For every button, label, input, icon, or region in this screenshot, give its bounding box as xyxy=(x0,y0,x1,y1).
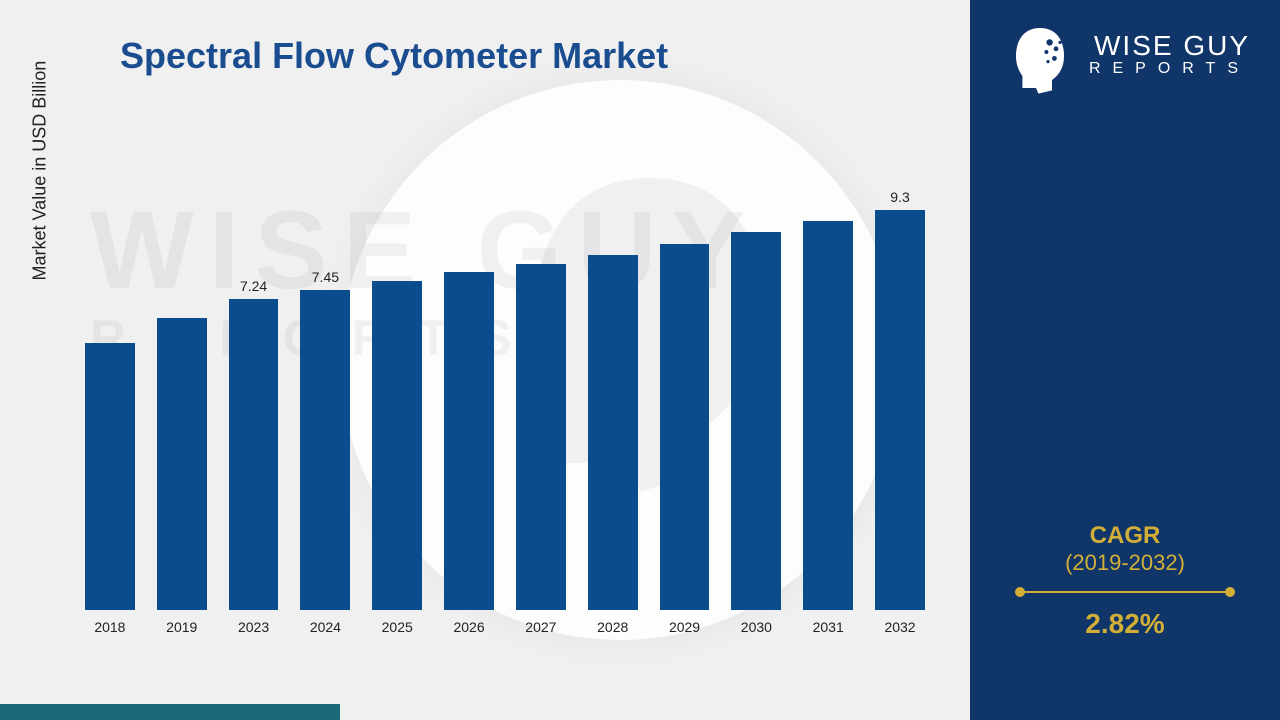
x-tick-label: 2028 xyxy=(588,619,638,635)
x-tick-label: 2023 xyxy=(229,619,279,635)
bottom-accent-strip xyxy=(0,704,340,720)
bar xyxy=(85,343,135,610)
bar-wrap: 9.3 xyxy=(875,189,925,610)
x-tick-label: 2026 xyxy=(444,619,494,635)
x-axis-labels: 2018 2019 2023 2024 2025 2026 2027 2028 2029 2030… xyxy=(85,619,925,635)
x-tick-label: 2025 xyxy=(372,619,422,635)
chart-title: Spectral Flow Cytometer Market xyxy=(120,35,668,77)
bar xyxy=(157,318,207,610)
bar-wrap xyxy=(731,211,781,610)
bar-value-label: 7.45 xyxy=(312,269,339,287)
bar-value-label: 7.24 xyxy=(240,278,267,296)
bar-wrap xyxy=(803,200,853,610)
chart-panel: WISE GUY REPORTS Spectral Flow Cytometer… xyxy=(0,0,970,720)
bar xyxy=(875,210,925,610)
x-tick-label: 2018 xyxy=(85,619,135,635)
bar-wrap xyxy=(588,234,638,610)
cagr-heading: CAGR xyxy=(1000,522,1250,550)
x-tick-label: 2031 xyxy=(803,619,853,635)
bar xyxy=(300,290,350,610)
bar-chart: 7.247.459.3 xyxy=(85,210,925,610)
bar xyxy=(731,232,781,610)
bar-wrap xyxy=(516,243,566,610)
bar-value-label: 9.3 xyxy=(890,189,909,207)
x-tick-label: 2032 xyxy=(875,619,925,635)
cagr-block: CAGR (2019-2032) 2.82% xyxy=(1000,522,1250,640)
x-tick-label: 2024 xyxy=(300,619,350,635)
side-panel: WISE GUY REPORTS CAGR (2019-2032) 2.82% xyxy=(970,0,1280,720)
bar-wrap: 7.45 xyxy=(300,269,350,610)
bar xyxy=(660,244,710,610)
cagr-divider xyxy=(1020,591,1230,593)
logo-sub-text: REPORTS xyxy=(1089,60,1250,78)
bar-wrap xyxy=(85,322,135,610)
bar-wrap: 7.24 xyxy=(229,278,279,610)
x-tick-label: 2030 xyxy=(731,619,781,635)
x-tick-label: 2029 xyxy=(660,619,710,635)
bar xyxy=(588,255,638,610)
bar xyxy=(229,299,279,610)
logo-head-icon xyxy=(1000,20,1080,100)
bar-wrap xyxy=(660,223,710,610)
cagr-value: 2.82% xyxy=(1000,608,1250,640)
bar xyxy=(444,272,494,610)
x-tick-label: 2027 xyxy=(516,619,566,635)
bar-wrap xyxy=(444,251,494,610)
bar xyxy=(803,221,853,610)
bar-wrap xyxy=(372,260,422,610)
x-tick-label: 2019 xyxy=(157,619,207,635)
logo-main-text: WISE GUY xyxy=(1089,30,1250,62)
brand-logo: WISE GUY REPORTS xyxy=(1089,30,1250,78)
bar xyxy=(372,281,422,610)
bar xyxy=(516,264,566,610)
y-axis-label: Market Value in USD Billion xyxy=(30,61,51,281)
cagr-range: (2019-2032) xyxy=(1000,550,1250,576)
bar-wrap xyxy=(157,297,207,610)
